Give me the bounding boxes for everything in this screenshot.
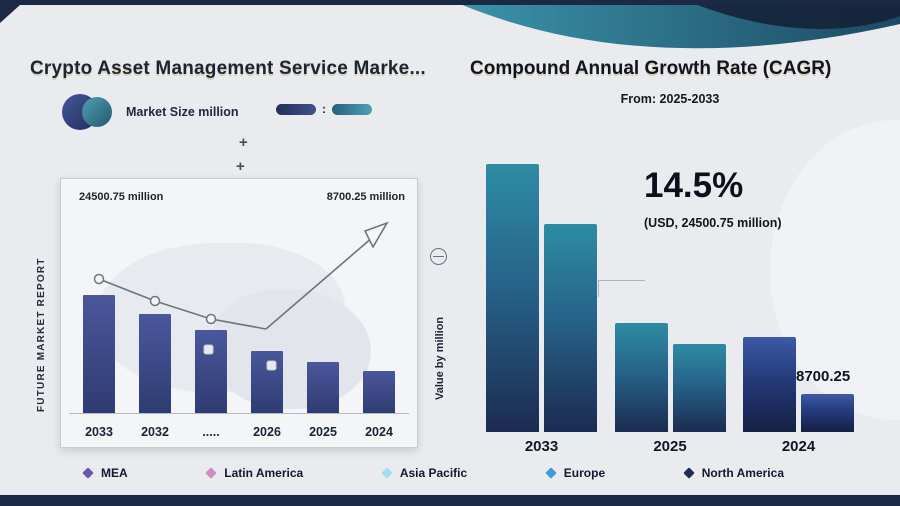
navy-pill-icon xyxy=(276,103,316,115)
diamond-bullet-icon xyxy=(82,467,94,479)
sphere-legend-icon xyxy=(62,94,114,130)
cagr-subtitle: From: 2025-2033 xyxy=(620,92,720,106)
end-value-label: 8700.25 xyxy=(796,368,851,385)
market-bars xyxy=(71,295,407,413)
legend-item-label: Europe xyxy=(563,466,606,480)
value-axis-label: Value by million xyxy=(434,316,446,400)
cagr-value: 14.5% xyxy=(644,166,744,205)
cagr-year-label: 2033 xyxy=(524,438,559,455)
cagr-title: Compound Annual Growth Rate (CAGR) xyxy=(470,58,832,79)
market-bar xyxy=(195,330,227,413)
diamond-bullet-icon xyxy=(205,467,217,479)
market-year-label: 2026 xyxy=(253,425,281,439)
legend-item: Latin America xyxy=(205,466,304,480)
market-bar-column xyxy=(351,371,407,413)
legend-item-label: North America xyxy=(701,466,784,480)
minus-circle-icon xyxy=(430,248,447,265)
cagr-bar xyxy=(544,224,597,432)
diamond-bullet-icon xyxy=(683,467,695,479)
step-line-decor xyxy=(598,280,645,297)
legend-item-label: MEA xyxy=(101,466,128,480)
cagr-bar-pair xyxy=(486,164,597,432)
side-watermark-label: FUTURE MARKET REPORT xyxy=(36,257,47,412)
market-year-label: 2032 xyxy=(141,425,169,439)
plus-icon: + xyxy=(239,134,248,151)
cagr-bar-group: 2025 xyxy=(614,323,726,458)
pill-ratio-icon: : xyxy=(276,102,372,116)
legend-item: Europe xyxy=(545,466,606,480)
cagr-year-label: 2025 xyxy=(653,438,687,455)
market-size-chart: 24500.75 million 8700.25 million 2033 203… xyxy=(60,178,418,448)
legend-item: North America xyxy=(683,466,784,480)
plus-icon: + xyxy=(236,158,245,175)
bottom-frame-strip xyxy=(0,495,900,506)
market-bar-column xyxy=(71,295,127,413)
market-size-legend-label: Market Size million xyxy=(126,105,239,119)
cagr-note: (USD, 24500.75 million) xyxy=(644,216,782,230)
left-annotation: 24500.75 million xyxy=(79,191,164,203)
market-year-label: 2025 xyxy=(309,425,337,439)
cagr-bar xyxy=(743,337,796,432)
sphere-teal-circle xyxy=(82,97,112,127)
cagr-bar xyxy=(614,323,668,432)
cagr-bar-pair xyxy=(614,323,726,432)
right-annotation: 8700.25 million xyxy=(326,191,405,203)
market-bar xyxy=(139,314,171,413)
market-year-label: ..... xyxy=(202,425,220,439)
x-axis-line xyxy=(69,413,409,414)
market-year-label: 2033 xyxy=(85,425,113,439)
colon-separator: : xyxy=(322,102,326,116)
cagr-bar-pair xyxy=(743,337,854,432)
market-bar xyxy=(83,295,115,413)
diamond-bullet-icon xyxy=(545,467,557,479)
top-frame-strip xyxy=(0,0,900,5)
market-years: 2033 2032..... 2026 2025 2024 xyxy=(71,425,407,439)
market-bar-column xyxy=(127,314,183,413)
market-bar xyxy=(363,371,395,413)
top-left-corner-decor xyxy=(0,5,20,23)
diamond-bullet-icon xyxy=(381,467,393,479)
cagr-bar-group: 2024 xyxy=(743,337,854,458)
cagr-bar xyxy=(672,344,726,432)
cagr-bar xyxy=(486,164,539,432)
market-bar-column xyxy=(183,330,239,413)
market-bar xyxy=(307,362,339,413)
cagr-groups: 2033 2025 2024 xyxy=(458,164,878,458)
market-bar-column xyxy=(239,351,295,413)
legend-item-label: Latin America xyxy=(224,466,304,480)
market-year-label: 2024 xyxy=(365,425,393,439)
cagr-bar xyxy=(801,394,854,432)
legend-item: Asia Pacific xyxy=(381,466,468,480)
market-bar-column xyxy=(295,362,351,413)
cagr-bar-group: 2033 xyxy=(486,164,597,458)
cagr-year-label: 2024 xyxy=(781,438,816,455)
legend-item: MEA xyxy=(82,466,128,480)
market-size-legend: Market Size million xyxy=(62,94,239,130)
market-bar xyxy=(251,351,283,413)
cagr-chart: 2033 2025 2024 14.5% (USD, 24500.75 millio… xyxy=(458,128,878,458)
teal-pill-icon xyxy=(332,103,372,115)
bottom-legend: MEA Latin America Asia Pacific Europe North … xyxy=(82,466,784,480)
left-chart-title: Crypto Asset Management Service Marke... xyxy=(30,58,426,79)
legend-item-label: Asia Pacific xyxy=(399,466,468,480)
